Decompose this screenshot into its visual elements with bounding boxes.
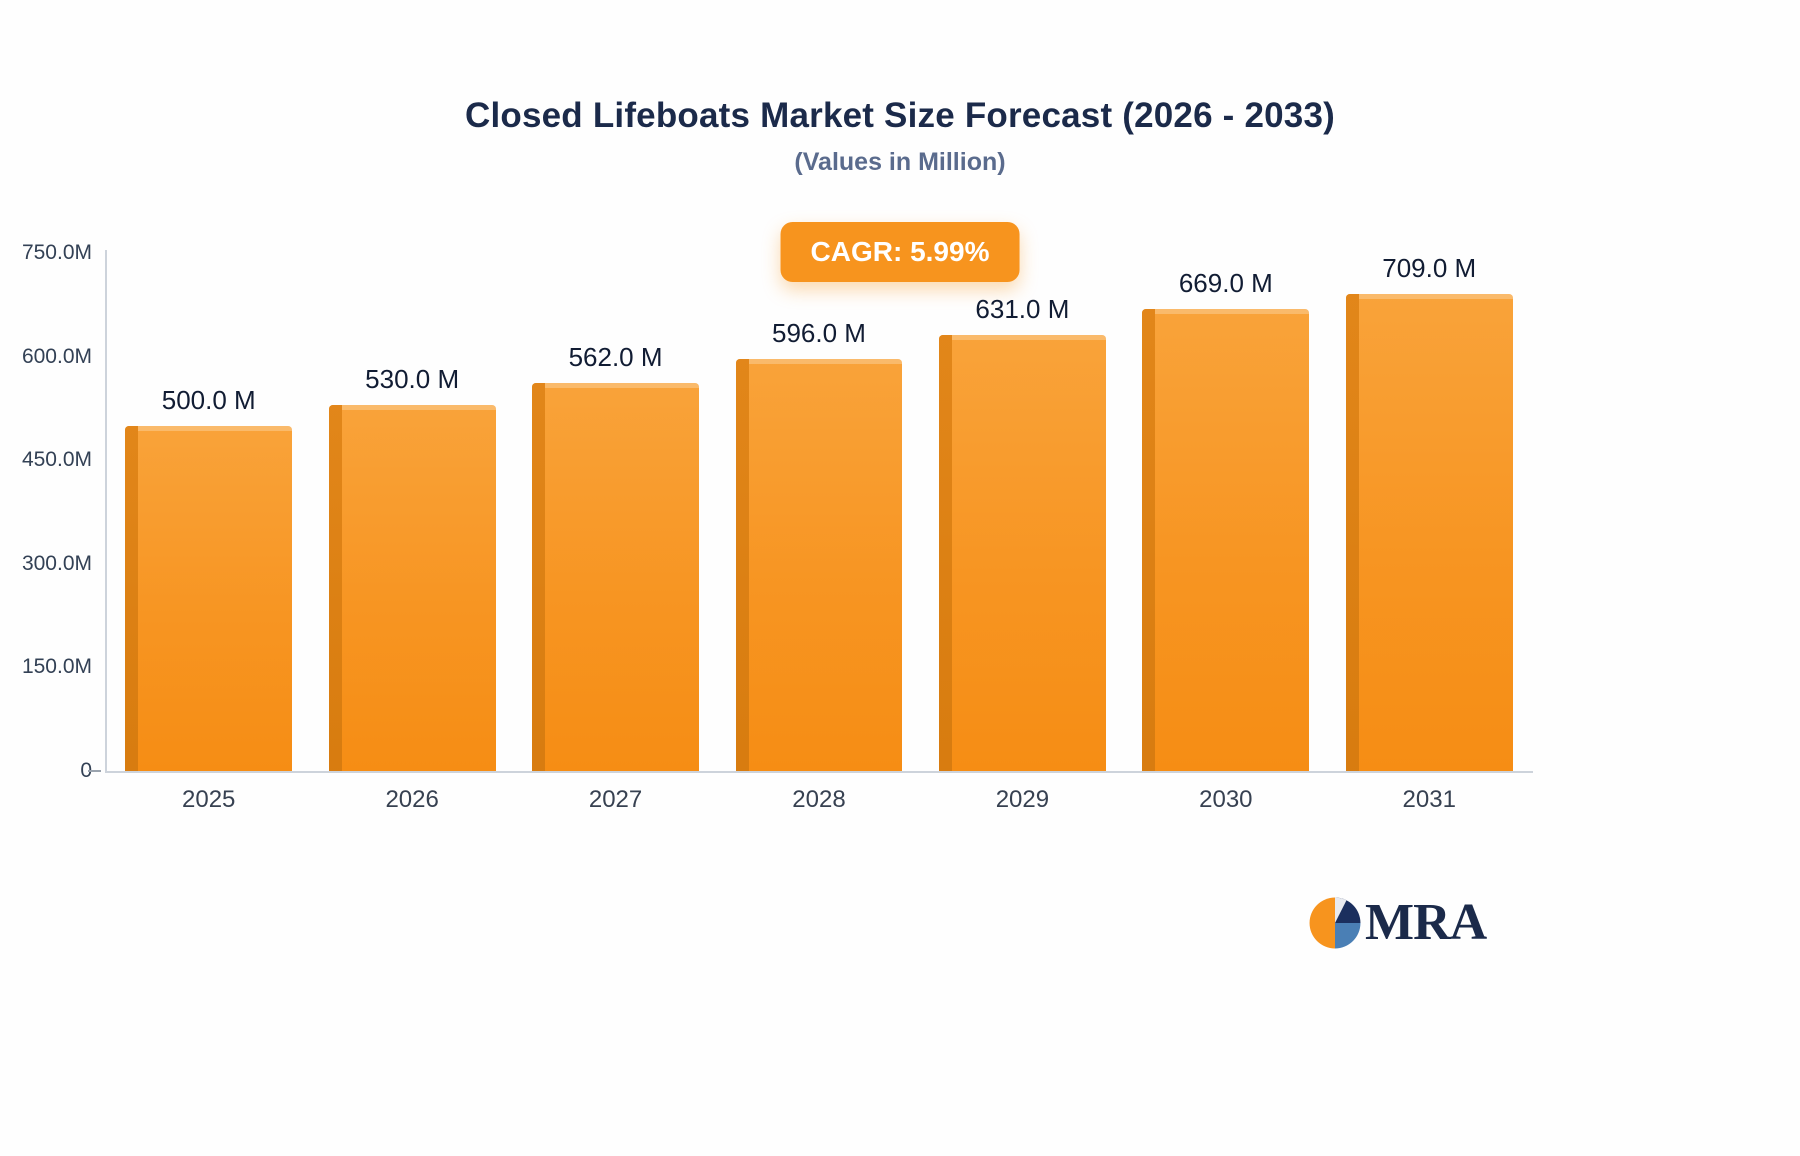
y-tick-label: 600.0M <box>21 344 92 368</box>
brand-logo-text: MRA <box>1365 894 1487 951</box>
bar-group-2027: 562.0 M <box>514 253 717 772</box>
y-axis-line <box>105 250 107 773</box>
bar-group-2030: 669.0 M <box>1124 253 1327 772</box>
bar-2026 <box>328 404 496 772</box>
x-tick-label-2028: 2028 <box>792 786 846 813</box>
cagr-badge: CAGR: 5.99% <box>780 222 1020 282</box>
bar-group-2031: 709.0 M <box>1328 253 1531 771</box>
bar-2028 <box>735 359 903 771</box>
y-tick-label: 450.0M <box>21 448 92 472</box>
x-axis-labels: 2025 2026 2027 2028 2029 2030 2031 <box>107 786 1531 814</box>
bar-value-label: 631.0 M <box>975 294 1070 325</box>
y-tick-label: 750.0M <box>21 241 92 264</box>
x-axis-line <box>105 771 1533 773</box>
x-tick-label-2026: 2026 <box>385 786 439 813</box>
y-tick-label: 0 <box>80 759 92 782</box>
x-tick-label-2025: 2025 <box>182 786 236 813</box>
y-axis: 750.0M 600.0M 450.0M 300.0M 150.0M 0 <box>0 241 92 782</box>
plot-area: 500.0 M 530.0 M 562.0 M 596.0 M 631.0 M 669.0… <box>107 253 1531 772</box>
bar-group-2026: 530.0 M <box>310 253 513 772</box>
bar-2031 <box>1345 294 1513 771</box>
bar-value-label: 562.0 M <box>568 341 663 372</box>
bar-value-label: 500.0 M <box>161 384 256 415</box>
brand-logo: MRA <box>1307 894 1487 951</box>
pie-logo-icon <box>1309 897 1361 949</box>
bar-group-2025: 500.0 M <box>107 253 310 772</box>
x-tick-label-2027: 2027 <box>588 786 643 813</box>
bar-2025 <box>125 425 293 772</box>
bar-2027 <box>532 382 699 772</box>
bar-value-label: 669.0 M <box>1178 267 1273 298</box>
bar-group-2028: 596.0 M <box>717 253 920 771</box>
bar-group-2029: 631.0 M <box>921 253 1124 771</box>
x-tick-label-2031: 2031 <box>1402 786 1456 813</box>
x-tick-label-2029: 2029 <box>995 786 1050 813</box>
chart-title: Closed Lifeboats Market Size Forecast (2… <box>465 96 1335 135</box>
bar-value-label: 709.0 M <box>1382 253 1477 283</box>
y-tick-label: 150.0M <box>21 655 92 679</box>
zero-tick-mark <box>88 770 101 772</box>
x-tick-label-2030: 2030 <box>1199 786 1253 813</box>
chart-subtitle: (Values in Million) <box>794 148 1006 176</box>
bar-value-label: 530.0 M <box>365 363 460 394</box>
bar-value-label: 596.0 M <box>772 318 866 349</box>
bar-2029 <box>939 335 1106 771</box>
bar-2030 <box>1142 308 1310 772</box>
y-tick-label: 300.0M <box>21 551 92 575</box>
